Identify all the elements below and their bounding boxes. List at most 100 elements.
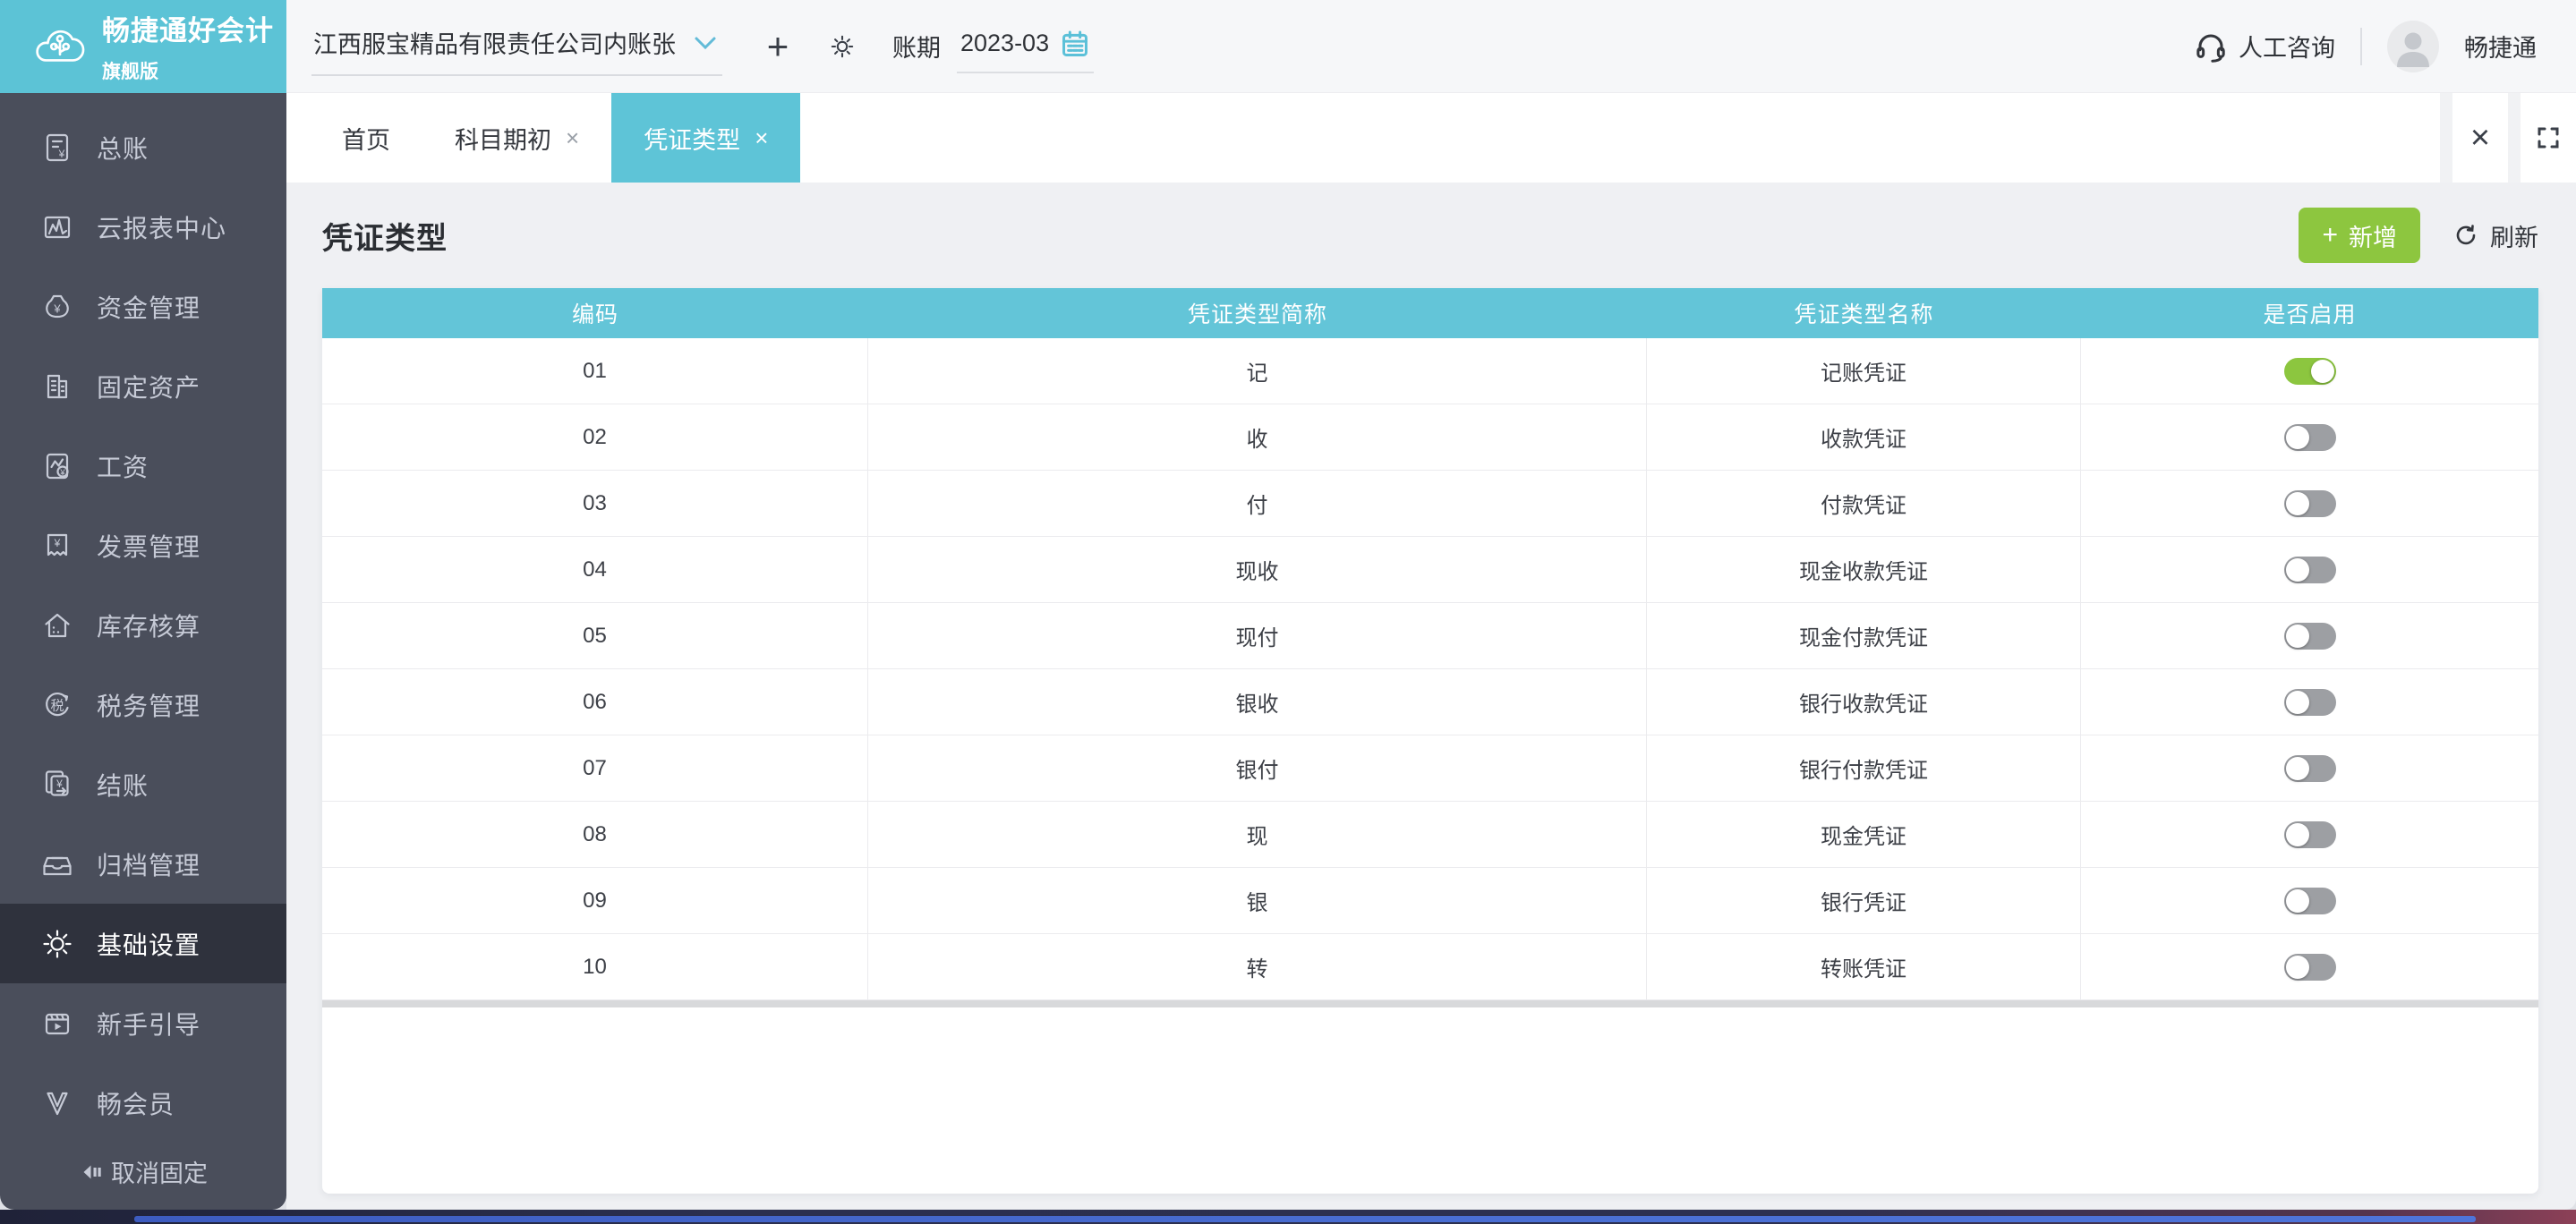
- headset-icon: [2194, 30, 2228, 64]
- enable-toggle[interactable]: [2283, 556, 2336, 583]
- sidebar-item-funds[interactable]: ¥ 资金管理: [0, 267, 286, 346]
- period-picker[interactable]: 2023-03: [957, 20, 1095, 73]
- cell-name: 银行凭证: [1647, 868, 2081, 933]
- settings-gear-button[interactable]: [826, 30, 858, 63]
- add-button-label: 新增: [2349, 224, 2397, 251]
- horizontal-scrollbar[interactable]: [322, 1000, 2538, 1007]
- cell-short: 现: [868, 802, 1647, 867]
- tab[interactable]: 凭证类型 ×: [611, 93, 801, 183]
- sidebar-item-label: 结账: [97, 771, 149, 800]
- tab[interactable]: 科目期初 ×: [422, 93, 611, 183]
- column-header-short: 凭证类型简称: [1187, 302, 1327, 327]
- brand-logo: 畅捷通好会计 旗舰版: [0, 0, 286, 93]
- cell-name: 付款凭证: [1647, 471, 2081, 536]
- enable-toggle[interactable]: [2283, 953, 2336, 981]
- tab-label: 首页: [342, 126, 390, 154]
- tabbar: 首页 × 科目期初 × 凭证类型 × ×: [286, 93, 2576, 183]
- cell-code: 09: [322, 868, 868, 933]
- cell-name: 现金付款凭证: [1647, 603, 2081, 668]
- period-label: 账期: [892, 35, 941, 62]
- cell-enabled: [2081, 735, 2538, 801]
- brand-edition: 旗舰版: [102, 62, 158, 82]
- unpin-button[interactable]: 取消固定: [0, 1143, 286, 1210]
- sidebar-item-tax[interactable]: 税 税务管理: [0, 665, 286, 744]
- add-button[interactable]: + 新增: [2299, 208, 2420, 263]
- sidebar-item-archive[interactable]: 归档管理: [0, 824, 286, 904]
- enable-toggle[interactable]: [2283, 887, 2336, 914]
- guide-icon: [39, 1006, 75, 1041]
- table-row: 08 现 现金凭证: [322, 802, 2538, 868]
- toggle-knob: [2285, 557, 2309, 582]
- ledger-icon: ¥: [39, 130, 75, 166]
- enable-toggle[interactable]: [2283, 688, 2336, 716]
- sidebar-item-label: 基础设置: [97, 931, 201, 959]
- table-row: 05 现付 现金付款凭证: [322, 603, 2538, 669]
- sidebar-item-general-ledger[interactable]: ¥ 总账: [0, 107, 286, 187]
- username[interactable]: 畅捷通: [2464, 35, 2537, 62]
- avatar[interactable]: [2387, 20, 2439, 72]
- company-name: 江西服宝精品有限责任公司内账张: [313, 31, 676, 58]
- tab-label: 凭证类型: [644, 126, 741, 154]
- fixed-assets-icon: [39, 369, 75, 404]
- table-row: 06 银收 银行收款凭证: [322, 669, 2538, 735]
- tab-label: 科目期初: [455, 126, 551, 154]
- table-header-row: 编码 凭证类型简称 凭证类型名称 是否启用: [322, 288, 2538, 338]
- enable-toggle[interactable]: [2283, 357, 2336, 385]
- enable-toggle[interactable]: [2283, 754, 2336, 782]
- sidebar-item-closing[interactable]: ¥ 结账: [0, 744, 286, 824]
- header-actions: + 新增 刷新: [2299, 208, 2538, 263]
- sidebar-item-beginner-guide[interactable]: 新手引导: [0, 983, 286, 1063]
- enable-toggle[interactable]: [2283, 622, 2336, 650]
- table-row: 07 银付 银行付款凭证: [322, 735, 2538, 802]
- refresh-button-label: 刷新: [2490, 224, 2538, 251]
- sidebar-item-label: 资金管理: [97, 293, 201, 322]
- cell-code: 03: [322, 471, 868, 536]
- cell-name: 收款凭证: [1647, 404, 2081, 470]
- company-selector[interactable]: 江西服宝精品有限责任公司内账张: [311, 16, 722, 76]
- cell-short: 现收: [868, 537, 1647, 602]
- refresh-icon: [2452, 222, 2479, 249]
- closing-icon: ¥: [39, 767, 75, 803]
- background-window-edge: [0, 1210, 2576, 1224]
- sidebar-item-label: 工资: [97, 453, 149, 481]
- cell-enabled: [2081, 404, 2538, 470]
- invoice-icon: ¥: [39, 528, 75, 564]
- tab-close-icon[interactable]: ×: [755, 124, 769, 151]
- enable-toggle[interactable]: [2283, 820, 2336, 848]
- topbar-divider: [2360, 27, 2362, 65]
- cell-enabled: [2081, 802, 2538, 867]
- sidebar-item-salary[interactable]: ¥ 工资: [0, 426, 286, 506]
- tax-icon: 税: [39, 687, 75, 723]
- add-account-set-button[interactable]: +: [762, 27, 794, 64]
- toggle-knob: [2285, 690, 2309, 714]
- cell-name: 转账凭证: [1647, 934, 2081, 999]
- close-all-tabs-button[interactable]: ×: [2452, 93, 2508, 183]
- table-row: 03 付 付款凭证: [322, 471, 2538, 537]
- tab[interactable]: 首页 ×: [310, 93, 422, 183]
- cell-code: 05: [322, 603, 868, 668]
- cell-code: 04: [322, 537, 868, 602]
- enable-toggle[interactable]: [2283, 423, 2336, 451]
- fullscreen-button[interactable]: [2521, 93, 2576, 183]
- sidebar-item-inventory[interactable]: 库存核算: [0, 585, 286, 665]
- cell-name: 现金收款凭证: [1647, 537, 2081, 602]
- sidebar: ¥ 总账 云报表中心 ¥ 资金管理 固定资产: [0, 93, 286, 1210]
- cell-short: 付: [868, 471, 1647, 536]
- cell-enabled: [2081, 934, 2538, 999]
- toggle-knob: [2285, 425, 2309, 449]
- support-button[interactable]: 人工咨询: [2194, 29, 2335, 64]
- cloud-report-icon: [39, 209, 75, 245]
- cell-name: 现金凭证: [1647, 802, 2081, 867]
- refresh-button[interactable]: 刷新: [2452, 218, 2538, 253]
- sidebar-item-member[interactable]: 畅会员: [0, 1063, 286, 1143]
- sidebar-item-fixed-assets[interactable]: 固定资产: [0, 346, 286, 426]
- sidebar-item-invoices[interactable]: ¥ 发票管理: [0, 506, 286, 585]
- cell-enabled: [2081, 338, 2538, 404]
- sidebar-item-cloud-reports[interactable]: 云报表中心: [0, 187, 286, 267]
- enable-toggle[interactable]: [2283, 489, 2336, 517]
- sidebar-item-basic-settings[interactable]: 基础设置: [0, 904, 286, 983]
- toggle-knob: [2285, 624, 2309, 648]
- gear-icon: [828, 32, 857, 61]
- table-row: 02 收 收款凭证: [322, 404, 2538, 471]
- tab-close-icon[interactable]: ×: [566, 124, 580, 151]
